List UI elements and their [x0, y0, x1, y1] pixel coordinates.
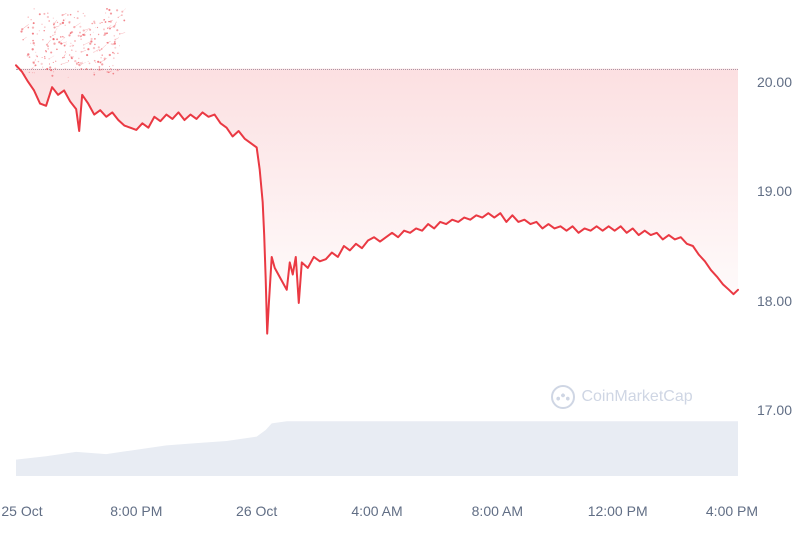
x-axis: 25 Oct8:00 PM26 Oct4:00 AM8:00 AM12:00 P… [16, 489, 738, 533]
coinmarketcap-logo-icon [551, 385, 575, 409]
watermark-text: CoinMarketCap [581, 388, 692, 406]
y-tick-label: 19.00 [757, 183, 792, 199]
y-tick-label: 17.00 [757, 402, 792, 418]
y-tick-label: 20.00 [757, 74, 792, 90]
y-tick-label: 18.00 [757, 293, 792, 309]
x-tick-label: 8:00 PM [110, 503, 162, 519]
x-tick-label: 25 Oct [1, 503, 42, 519]
x-tick-label: 26 Oct [236, 503, 277, 519]
x-tick-label: 12:00 PM [588, 503, 648, 519]
plot-area: CoinMarketCap [16, 16, 738, 476]
x-tick-label: 4:00 AM [351, 503, 402, 519]
x-tick-label: 8:00 AM [472, 503, 523, 519]
y-axis: 20.00 19.00 18.00 17.00 [742, 16, 800, 476]
watermark: CoinMarketCap [551, 385, 692, 409]
x-tick-label: 4:00 PM [706, 503, 758, 519]
price-chart: CoinMarketCap 20.00 19.00 18.00 17.00 25 Oc… [0, 0, 800, 533]
volume-area [16, 421, 738, 476]
price-area-fill [16, 65, 738, 333]
